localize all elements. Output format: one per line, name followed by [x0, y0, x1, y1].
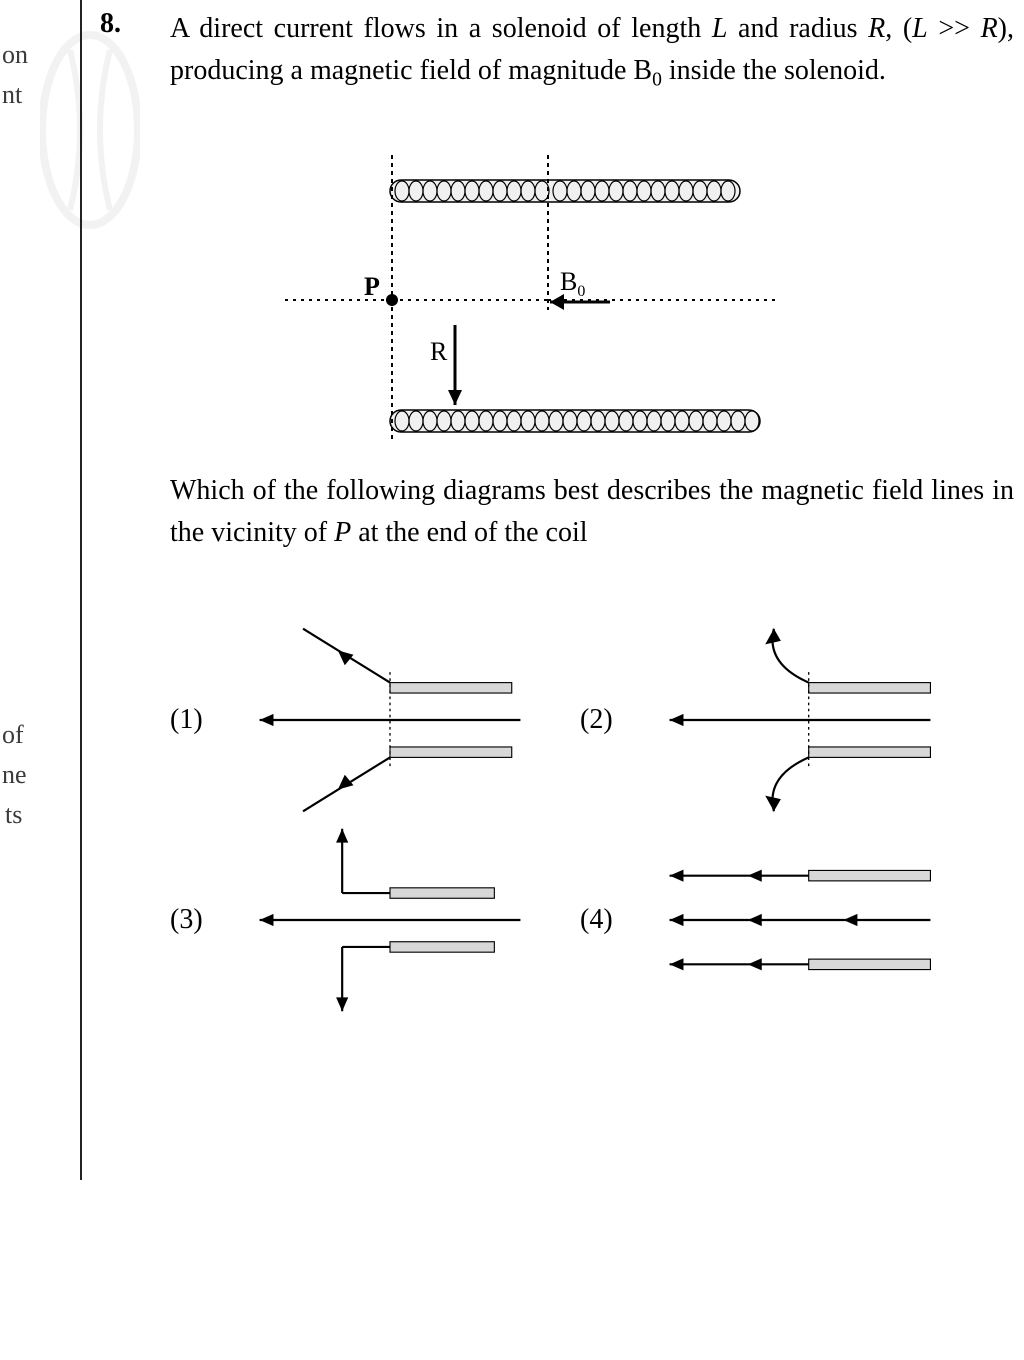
question-text: A direct current flows in a solenoid of … [170, 8, 1014, 95]
option-4-diagram [640, 820, 960, 1020]
watermark-logo [40, 30, 140, 230]
option-1-diagram [230, 620, 550, 820]
solenoid-diagram: P B0 R [280, 150, 800, 460]
options-container: (1) (2) [170, 620, 1014, 1020]
label-P: P [364, 272, 380, 301]
options-row-1: (1) (2) [170, 620, 1014, 820]
top-coil [390, 180, 740, 202]
bottom-coil [390, 410, 760, 432]
label-B0: B0 [560, 267, 585, 300]
edge-frag-4: ne [2, 760, 27, 790]
edge-frag-2: nt [2, 80, 22, 110]
question-number: 8. [100, 8, 121, 40]
vertical-separator [80, 0, 82, 1180]
option-2-label: (2) [580, 704, 640, 736]
edge-frag-1: on [2, 40, 28, 70]
option-1-label: (1) [170, 704, 230, 736]
option-3-label: (3) [170, 904, 230, 936]
question-followup: Which of the following diagrams best des… [170, 470, 1014, 554]
option-4-label: (4) [580, 904, 640, 936]
edge-frag-5: ts [5, 800, 22, 830]
options-row-2: (3) (4) [170, 820, 1014, 1020]
page-left-edge: on nt of ne ts [0, 0, 40, 1360]
label-R: R [430, 337, 448, 366]
option-3-diagram [230, 820, 550, 1020]
edge-frag-3: of [2, 720, 24, 750]
option-2-diagram [640, 620, 960, 820]
